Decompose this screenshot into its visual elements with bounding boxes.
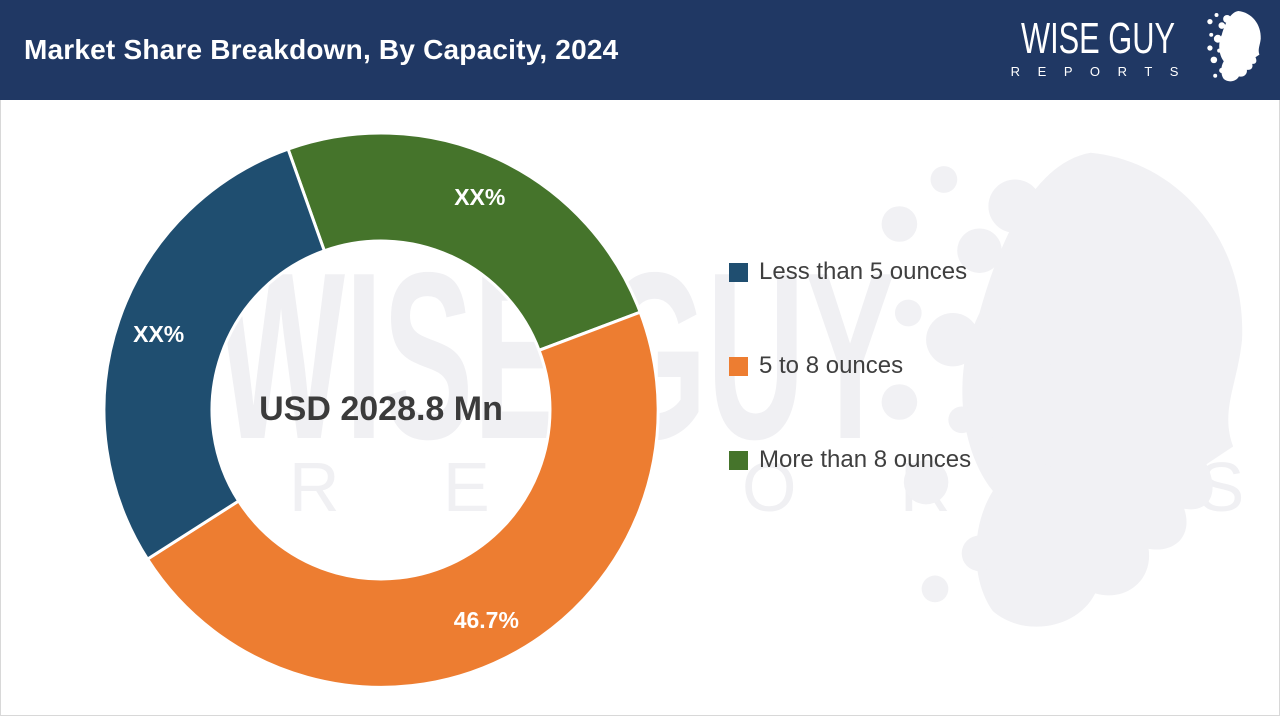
brand-name: WISE GUY <box>1020 14 1175 63</box>
legend-swatch-green <box>729 450 748 470</box>
donut-segment-1 <box>146 310 660 689</box>
legend-label: More than 8 ounces <box>759 446 972 473</box>
legend-item-5-to-8-ounces: 5 to 8 ounces <box>729 352 971 380</box>
legend-swatch-orange <box>729 356 748 376</box>
legend-item-more-than-8-ounces: More than 8 ounces <box>729 446 971 474</box>
dotted-face-icon <box>1207 11 1261 82</box>
legend-item-less-than-5-ounces: Less than 5 ounces <box>729 258 971 286</box>
brand-logo-text: WISE GUY R E P O R T S <box>988 14 1208 80</box>
watermark-face-icon <box>881 152 1243 627</box>
chart-legend: Less than 5 ounces 5 to 8 ounces More th… <box>729 258 971 540</box>
brand-logo: WISE GUY R E P O R T S <box>988 6 1268 90</box>
donut-segment-0 <box>102 147 326 561</box>
slice-percentage-label: XX% <box>454 184 505 210</box>
legend-swatch-blue <box>729 262 748 282</box>
slice-percentage-label: 46.7% <box>454 607 519 633</box>
page-title: Market Share Breakdown, By Capacity, 202… <box>24 34 619 65</box>
legend-label: 5 to 8 ounces <box>759 352 904 379</box>
chart-center-value: USD 2028.8 Mn <box>259 390 503 428</box>
brand-subtitle: R E P O R T S <box>1010 64 1186 79</box>
header-bar: Market Share Breakdown, By Capacity, 202… <box>0 0 1280 100</box>
donut-segment-2 <box>286 131 642 352</box>
chart-canvas: WISE GUY R E P O R T S XX% 46.7% XX% USD 2… <box>0 100 1280 716</box>
donut-chart: XX% 46.7% XX% <box>102 131 660 689</box>
legend-label: Less than 5 ounces <box>759 258 968 285</box>
slice-percentage-label: XX% <box>133 321 184 347</box>
